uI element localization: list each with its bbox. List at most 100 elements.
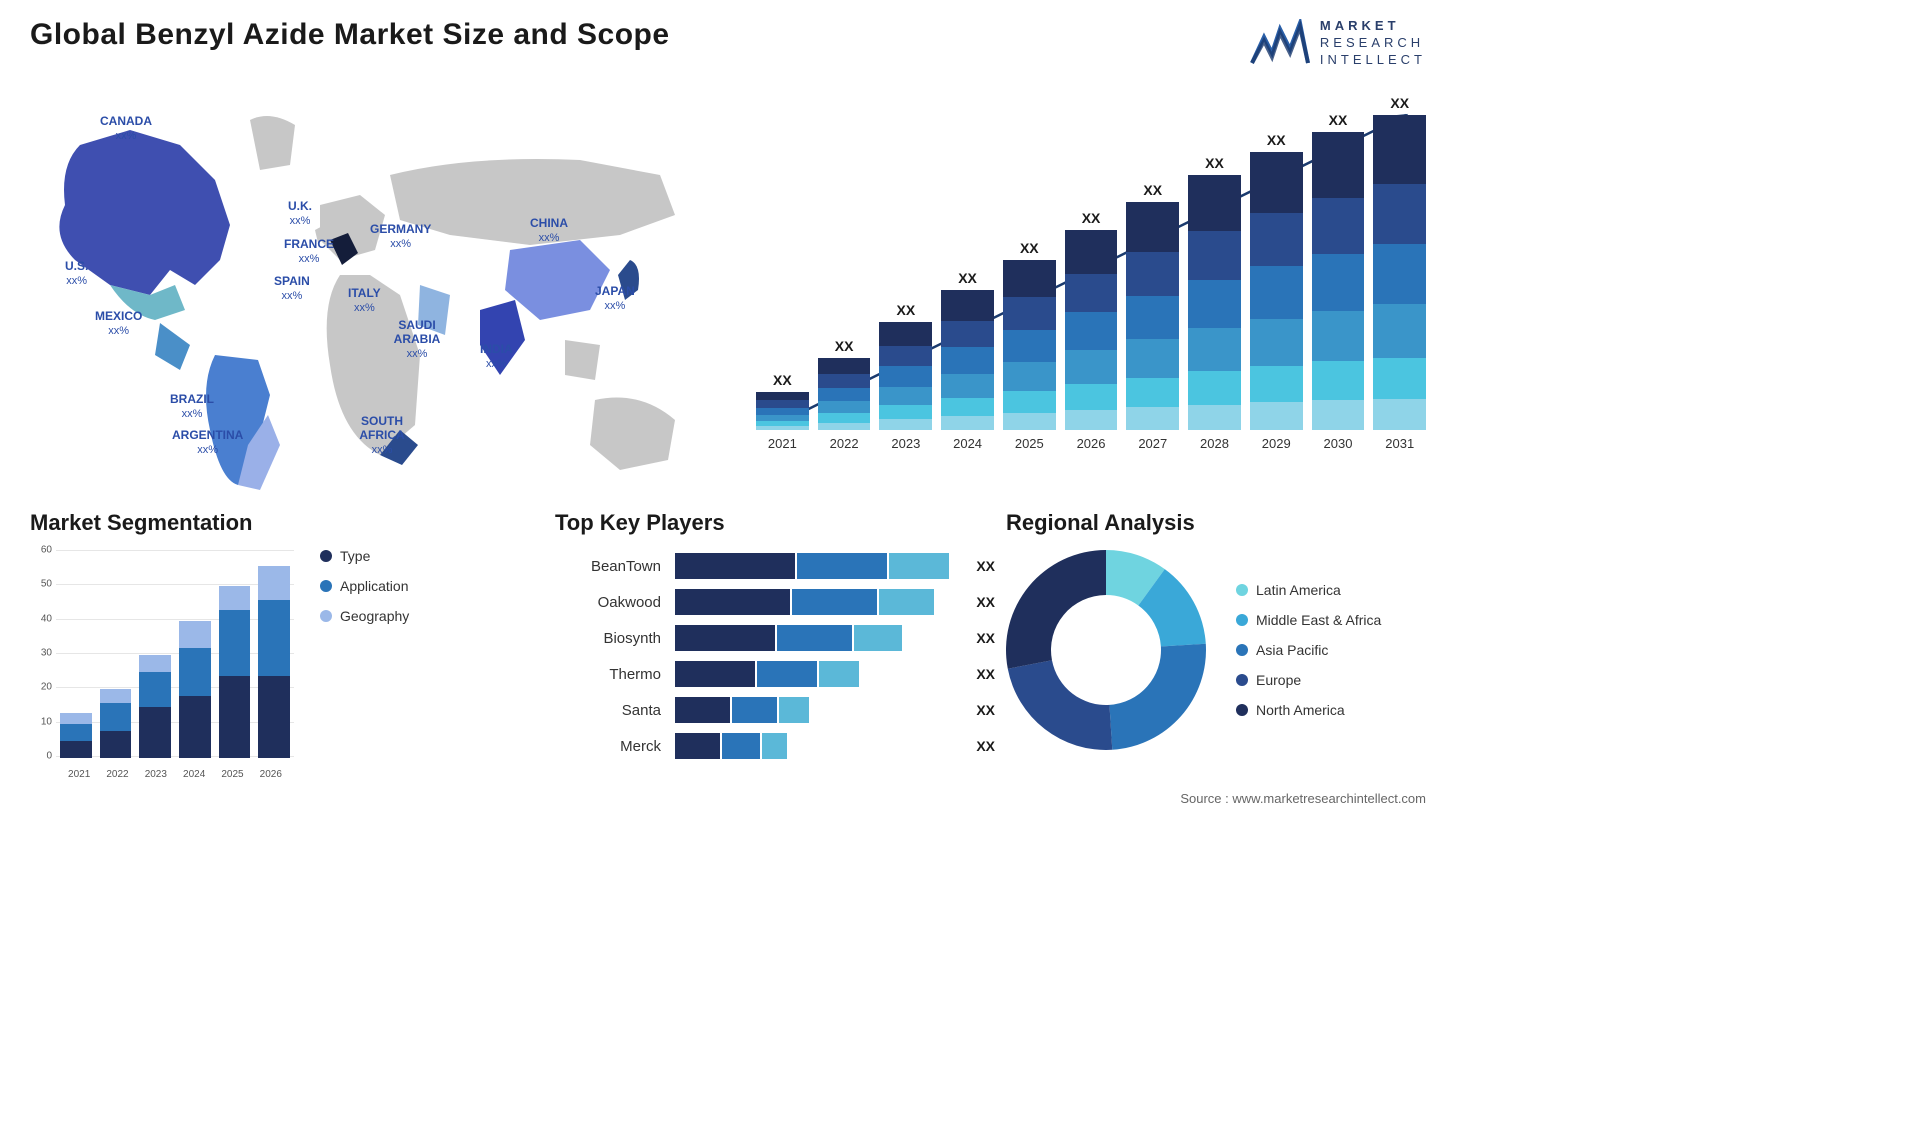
- main-bar-value: XX: [835, 338, 854, 354]
- map-label-argentina: ARGENTINAxx%: [172, 429, 243, 457]
- donut-slice-asia-pacific: [1109, 644, 1206, 750]
- kp-bar: [675, 589, 966, 615]
- kp-name: Santa: [555, 702, 675, 719]
- map-label-india: INDIAxx%: [480, 343, 513, 371]
- main-bar-2023: XX 2023: [879, 302, 932, 451]
- header: Global Benzyl Azide Market Size and Scop…: [30, 18, 1426, 69]
- logo-text: MARKET RESEARCH INTELLECT: [1320, 18, 1426, 69]
- regional-legend-item: Europe: [1236, 672, 1381, 688]
- key-players-section: Top Key Players BeanTownXXOakwoodXXBiosy…: [555, 510, 995, 766]
- main-bar-year: 2027: [1138, 436, 1167, 451]
- main-bar-2021: XX 2021: [756, 372, 809, 451]
- kp-name: BeanTown: [555, 558, 675, 575]
- kp-value: XX: [976, 666, 995, 682]
- legend-label: Europe: [1256, 672, 1301, 688]
- legend-dot-icon: [320, 580, 332, 592]
- kp-value: XX: [976, 630, 995, 646]
- main-bar-year: 2031: [1385, 436, 1414, 451]
- key-players-title: Top Key Players: [555, 510, 995, 536]
- seg-x-label: 2021: [60, 769, 98, 780]
- main-bar-2029: XX2029: [1250, 132, 1303, 451]
- map-label-china: CHINAxx%: [530, 217, 568, 245]
- legend-dot-icon: [320, 550, 332, 562]
- map-label-mexico: MEXICOxx%: [95, 310, 142, 338]
- kp-value: XX: [976, 738, 995, 754]
- main-bar-year: 2023: [891, 436, 920, 451]
- main-bar-year: 2021: [768, 436, 797, 451]
- source-text: Source : www.marketresearchintellect.com: [1180, 791, 1426, 806]
- main-bar-value: XX: [896, 302, 915, 318]
- main-bar-year: 2030: [1324, 436, 1353, 451]
- map-label-saudi-arabia: SAUDI ARABIAxx%: [382, 319, 452, 360]
- map-label-italy: ITALYxx%: [348, 287, 381, 315]
- main-bar-2031: XX2031: [1373, 95, 1426, 451]
- main-bar-year: 2022: [830, 436, 859, 451]
- main-bar-year: 2029: [1262, 436, 1291, 451]
- main-bar-value: XX: [958, 270, 977, 286]
- seg-legend-item: Type: [320, 548, 409, 564]
- kp-row-oakwood: Oakwood XX: [555, 586, 995, 618]
- legend-label: Application: [340, 578, 409, 594]
- regional-legend-item: Middle East & Africa: [1236, 612, 1381, 628]
- seg-bar-2025: [219, 586, 251, 758]
- map-label-south-africa: SOUTH AFRICAxx%: [352, 415, 412, 456]
- main-bar-2030: XX2030: [1312, 112, 1365, 451]
- seg-bar-2026: [258, 566, 290, 758]
- main-bar-2026: XX2026: [1065, 210, 1118, 451]
- legend-label: Middle East & Africa: [1256, 612, 1381, 628]
- seg-y-tick: 20: [41, 682, 52, 693]
- map-label-u-k-: U.K.xx%: [288, 200, 312, 228]
- seg-x-label: 2023: [137, 769, 175, 780]
- kp-value: XX: [976, 702, 995, 718]
- seg-x-label: 2026: [252, 769, 290, 780]
- seg-x-label: 2022: [98, 769, 136, 780]
- regional-title: Regional Analysis: [1006, 510, 1426, 536]
- kp-name: Thermo: [555, 666, 675, 683]
- kp-bar: [675, 733, 966, 759]
- kp-row-thermo: Thermo XX: [555, 658, 995, 690]
- kp-row-merck: Merck XX: [555, 730, 995, 762]
- seg-y-tick: 40: [41, 613, 52, 624]
- kp-bar: [675, 553, 966, 579]
- legend-label: Asia Pacific: [1256, 642, 1328, 658]
- map-label-japan: JAPANxx%: [595, 285, 635, 313]
- main-bar-2024: XX2024: [941, 270, 994, 451]
- kp-row-biosynth: BiosynthXX: [555, 622, 995, 654]
- legend-label: Type: [340, 548, 370, 564]
- legend-dot-icon: [1236, 644, 1248, 656]
- main-bar-year: 2026: [1077, 436, 1106, 451]
- map-label-canada: CANADAxx%: [100, 115, 152, 143]
- brand-logo: MARKET RESEARCH INTELLECT: [1250, 18, 1426, 69]
- map-label-spain: SPAINxx%: [274, 275, 310, 303]
- seg-x-label: 2025: [213, 769, 251, 780]
- seg-bar-2021: [60, 713, 92, 758]
- regional-legend-item: North America: [1236, 702, 1381, 718]
- seg-legend-item: Application: [320, 578, 409, 594]
- legend-dot-icon: [1236, 704, 1248, 716]
- seg-y-tick: 0: [46, 751, 52, 762]
- kp-row-santa: Santa XX: [555, 694, 995, 726]
- legend-dot-icon: [1236, 674, 1248, 686]
- seg-y-tick: 30: [41, 648, 52, 659]
- kp-row-beantown: BeanTownXX: [555, 550, 995, 582]
- page-title: Global Benzyl Azide Market Size and Scop…: [30, 18, 670, 52]
- regional-legend-item: Latin America: [1236, 582, 1381, 598]
- map-label-brazil: BRAZILxx%: [170, 393, 214, 421]
- logo-mark-icon: [1250, 19, 1310, 67]
- kp-name: Merck: [555, 738, 675, 755]
- regional-section: Regional Analysis Latin America Middle Ea…: [1006, 510, 1426, 750]
- legend-label: Latin America: [1256, 582, 1341, 598]
- legend-dot-icon: [320, 610, 332, 622]
- key-players-chart: BeanTownXXOakwoodXXBiosynthXXThermoXXSan…: [555, 550, 995, 762]
- seg-bar-2023: [139, 655, 171, 758]
- seg-legend-item: Geography: [320, 608, 409, 624]
- seg-bar-2022: [100, 689, 132, 758]
- map-label-u-s-: U.S.xx%: [65, 260, 88, 288]
- main-bar-value: XX: [773, 372, 792, 388]
- kp-name: Oakwood: [555, 594, 675, 611]
- kp-value: XX: [976, 594, 995, 610]
- segmentation-chart: 0102030405060 202120222023202420252026: [34, 550, 294, 780]
- main-bar-2028: XX2028: [1188, 155, 1241, 451]
- seg-y-tick: 60: [41, 545, 52, 556]
- main-bar-2027: XX2027: [1126, 182, 1179, 451]
